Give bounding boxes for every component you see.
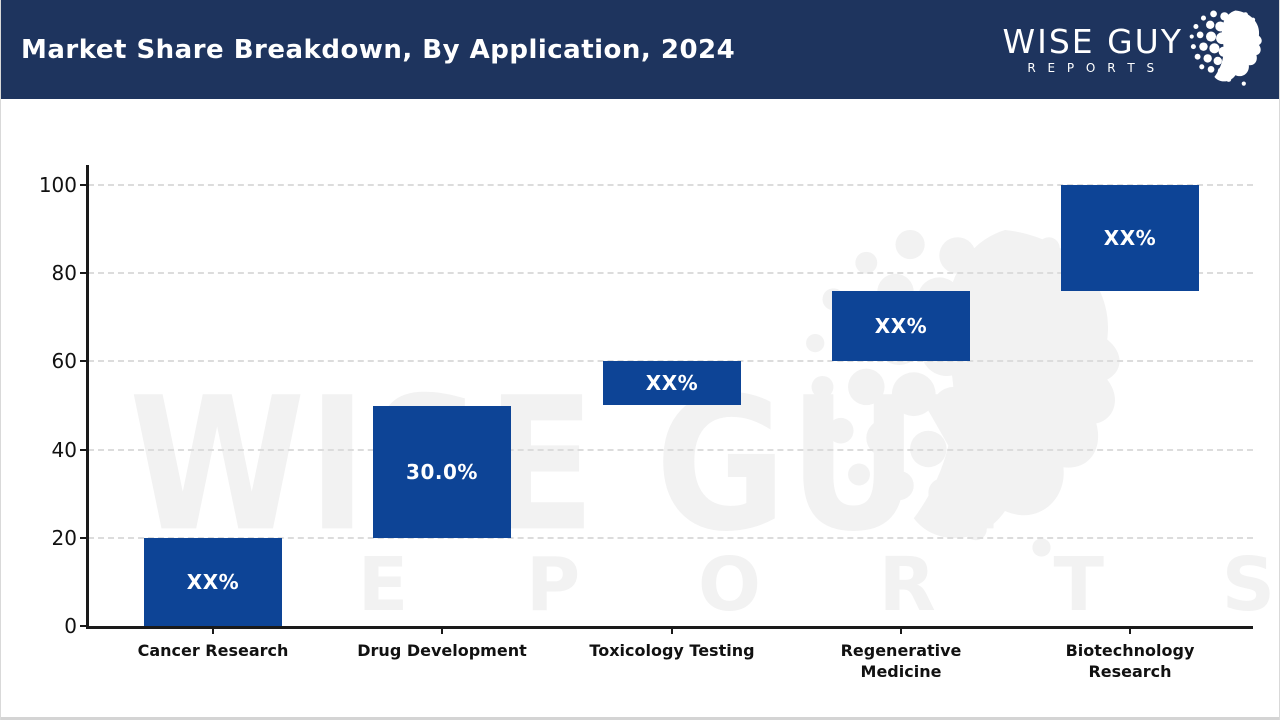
logo-subtext: R E P O R T S <box>1027 60 1159 75</box>
x-tick-toxicology-testing <box>671 626 673 634</box>
x-tick-drug-development <box>441 626 443 634</box>
x-tick-regenerative-medicine <box>900 626 902 634</box>
wiseguy-logo: WISE GUY R E P O R T S <box>1002 8 1269 92</box>
y-axis-line <box>86 165 89 629</box>
logo-wordmark: WISE GUY <box>1002 21 1183 61</box>
x-tick-label-cancer-research: Cancer Research <box>137 641 289 660</box>
bar-biotechnology-research: XX% <box>1061 185 1199 291</box>
header-bar: Market Share Breakdown, By Application, … <box>1 0 1279 99</box>
x-tick-label-drug-development: Drug Development <box>357 641 527 660</box>
y-tick-label-100: 100 <box>38 173 77 197</box>
watermark-subtext: R E P O R T S <box>183 542 1280 628</box>
y-tick-100 <box>80 184 88 186</box>
gridline-100 <box>88 184 1253 186</box>
bar-drug-development: 30.0% <box>373 405 511 538</box>
y-tick-label-40: 40 <box>51 437 77 462</box>
bottom-border <box>1 717 1279 720</box>
x-tick-cancer-research <box>212 626 214 634</box>
x-axis-line <box>86 626 1253 629</box>
x-tick-label-biotechnology-research: Biotechnology Research <box>1065 641 1195 681</box>
bar-value-label: XX% <box>186 569 240 594</box>
y-tick-label-0: 0 <box>64 614 77 638</box>
gridline-20 <box>88 536 1253 539</box>
y-tick-label-60: 60 <box>51 349 77 374</box>
bar-value-label: XX% <box>874 314 928 339</box>
watermark-wordmark: WISE GUY <box>129 357 1039 573</box>
y-tick-80 <box>80 272 88 275</box>
x-tick-biotechnology-research <box>1129 626 1131 634</box>
y-tick-60 <box>80 360 88 363</box>
page-title: Market Share Breakdown, By Application, … <box>21 34 736 65</box>
y-tick-20 <box>80 536 88 539</box>
bar-value-label: XX% <box>1103 225 1157 250</box>
bar-value-label: 30.0% <box>406 459 478 484</box>
bar-value-label: XX% <box>645 371 699 396</box>
x-tick-label-regenerative-medicine: Regenerative Medicine <box>840 641 962 681</box>
logo-text: WISE GUY R E P O R T S <box>1002 25 1183 75</box>
gridline-40 <box>88 448 1253 451</box>
y-tick-label-20: 20 <box>51 525 77 550</box>
y-tick-0 <box>80 625 88 627</box>
x-tick-label-toxicology-testing: Toxicology Testing <box>589 641 755 660</box>
y-tick-label-80: 80 <box>51 261 77 286</box>
y-tick-40 <box>80 448 88 451</box>
gridline-80 <box>88 272 1253 275</box>
bar-cancer-research: XX% <box>144 537 282 626</box>
bar-regenerative-medicine: XX% <box>832 290 970 362</box>
bar-toxicology-testing: XX% <box>603 361 741 406</box>
